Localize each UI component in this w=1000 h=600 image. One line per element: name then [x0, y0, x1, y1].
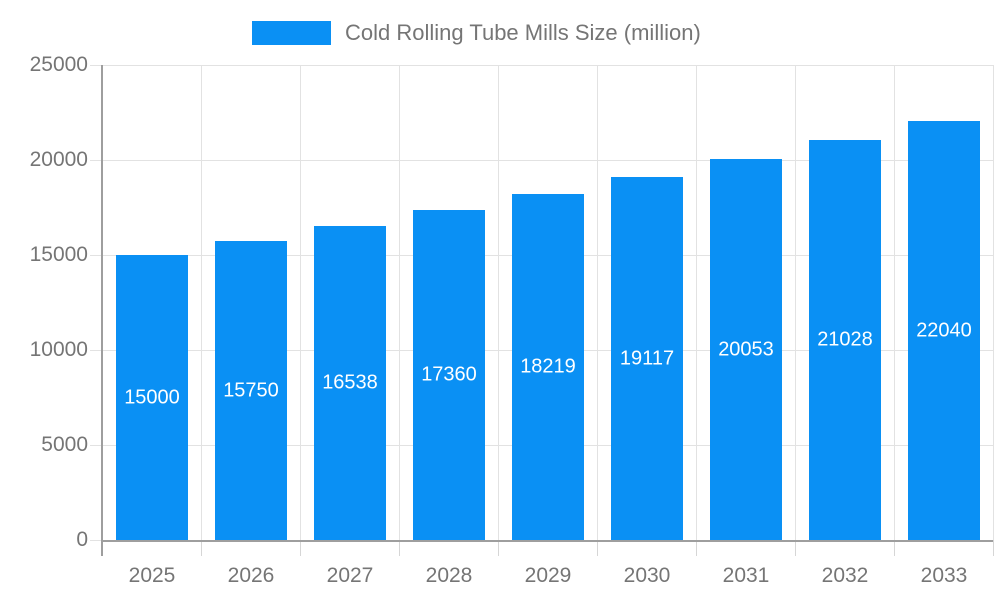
chart-legend: Cold Rolling Tube Mills Size (million) — [0, 0, 1000, 56]
legend-label: Cold Rolling Tube Mills Size (million) — [345, 20, 701, 45]
y-axis-tick-label: 20000 — [29, 148, 88, 171]
bar-2032[interactable] — [809, 140, 881, 540]
x-gridline — [201, 65, 202, 540]
bar-value-label: 21028 — [817, 328, 873, 351]
x-gridline — [993, 65, 994, 540]
x-axis-category-label: 2030 — [623, 564, 671, 587]
legend-item[interactable]: Cold Rolling Tube Mills Size (million) — [252, 20, 701, 46]
x-axis-category-label: 2033 — [920, 564, 968, 587]
bar-2028[interactable] — [413, 210, 485, 540]
x-axis-category-label: 2027 — [326, 564, 374, 587]
x-axis-line — [101, 540, 993, 542]
x-axis-category-label: 2031 — [722, 564, 770, 587]
y-axis-tick-label: 0 — [76, 528, 88, 551]
legend-swatch-icon — [252, 21, 331, 45]
bar-2025[interactable] — [116, 255, 188, 540]
y-axis-line — [101, 65, 103, 556]
y-gridline — [102, 160, 993, 161]
y-axis-tick-label: 15000 — [29, 243, 88, 266]
bar-2029[interactable] — [512, 194, 584, 540]
x-gridline — [894, 65, 895, 540]
y-axis-tick-label: 25000 — [29, 53, 88, 76]
bar-value-label: 17360 — [421, 363, 477, 386]
x-axis-tick — [597, 540, 598, 556]
x-gridline — [399, 65, 400, 540]
x-axis-category-label: 2028 — [425, 564, 473, 587]
x-gridline — [498, 65, 499, 540]
x-axis-category-label: 2032 — [821, 564, 869, 587]
x-axis-category-label: 2026 — [227, 564, 275, 587]
bar-value-label: 20053 — [718, 338, 774, 361]
y-axis-tick — [90, 160, 102, 161]
y-gridline — [102, 65, 993, 66]
bar-2031[interactable] — [710, 159, 782, 540]
bar-value-label: 19117 — [619, 347, 675, 370]
x-axis-tick — [498, 540, 499, 556]
x-axis-category-label: 2029 — [524, 564, 572, 587]
bar-value-label: 16538 — [322, 371, 378, 394]
y-axis-tick — [90, 540, 102, 541]
x-axis-tick — [894, 540, 895, 556]
bar-2030[interactable] — [611, 177, 683, 540]
x-axis-tick — [201, 540, 202, 556]
bar-value-label: 22040 — [916, 319, 972, 342]
y-axis-tick-label: 5000 — [41, 433, 88, 456]
x-axis-tick — [399, 540, 400, 556]
x-axis-tick — [993, 540, 994, 556]
x-axis-tick — [300, 540, 301, 556]
bar-2026[interactable] — [215, 241, 287, 540]
y-axis-tick — [90, 65, 102, 66]
x-gridline — [795, 65, 796, 540]
bar-value-label: 15750 — [223, 379, 279, 402]
x-axis-tick — [696, 540, 697, 556]
bar-2033[interactable] — [908, 121, 980, 540]
x-axis-category-label: 2025 — [128, 564, 176, 587]
bar-value-label: 18219 — [520, 355, 576, 378]
y-axis-tick-label: 10000 — [29, 338, 88, 361]
x-gridline — [696, 65, 697, 540]
bar-value-label: 15000 — [124, 386, 180, 409]
x-gridline — [597, 65, 598, 540]
x-axis-tick — [795, 540, 796, 556]
y-axis-tick — [90, 255, 102, 256]
bar-2027[interactable] — [314, 226, 386, 540]
y-axis-tick — [90, 350, 102, 351]
y-axis-tick — [90, 445, 102, 446]
x-gridline — [300, 65, 301, 540]
